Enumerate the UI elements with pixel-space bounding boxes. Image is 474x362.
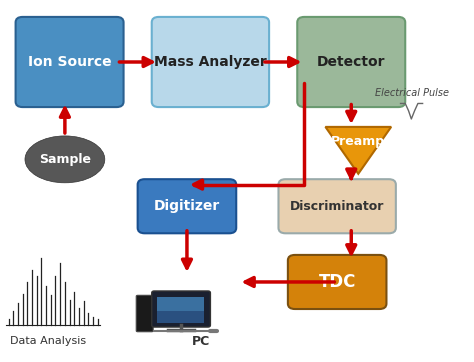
FancyBboxPatch shape [137,179,236,233]
Text: TDC: TDC [319,273,356,291]
Text: Data Analysis: Data Analysis [10,336,87,346]
Text: Discriminator: Discriminator [290,200,384,213]
Text: PC: PC [192,335,210,348]
FancyBboxPatch shape [152,17,269,107]
Text: Electrical Pulse: Electrical Pulse [375,88,449,98]
Text: Preamp: Preamp [331,135,385,148]
FancyBboxPatch shape [157,297,204,323]
FancyBboxPatch shape [297,17,405,107]
Polygon shape [326,127,391,174]
FancyBboxPatch shape [136,295,153,332]
Text: Ion Source: Ion Source [28,55,111,69]
FancyBboxPatch shape [279,179,396,233]
Text: Sample: Sample [39,153,91,166]
Ellipse shape [25,136,105,183]
FancyBboxPatch shape [16,17,124,107]
FancyBboxPatch shape [157,297,204,311]
Text: Detector: Detector [317,55,385,69]
FancyBboxPatch shape [288,255,386,309]
Text: Mass Analyzer: Mass Analyzer [154,55,267,69]
Text: Digitizer: Digitizer [154,199,220,213]
FancyBboxPatch shape [152,291,210,327]
